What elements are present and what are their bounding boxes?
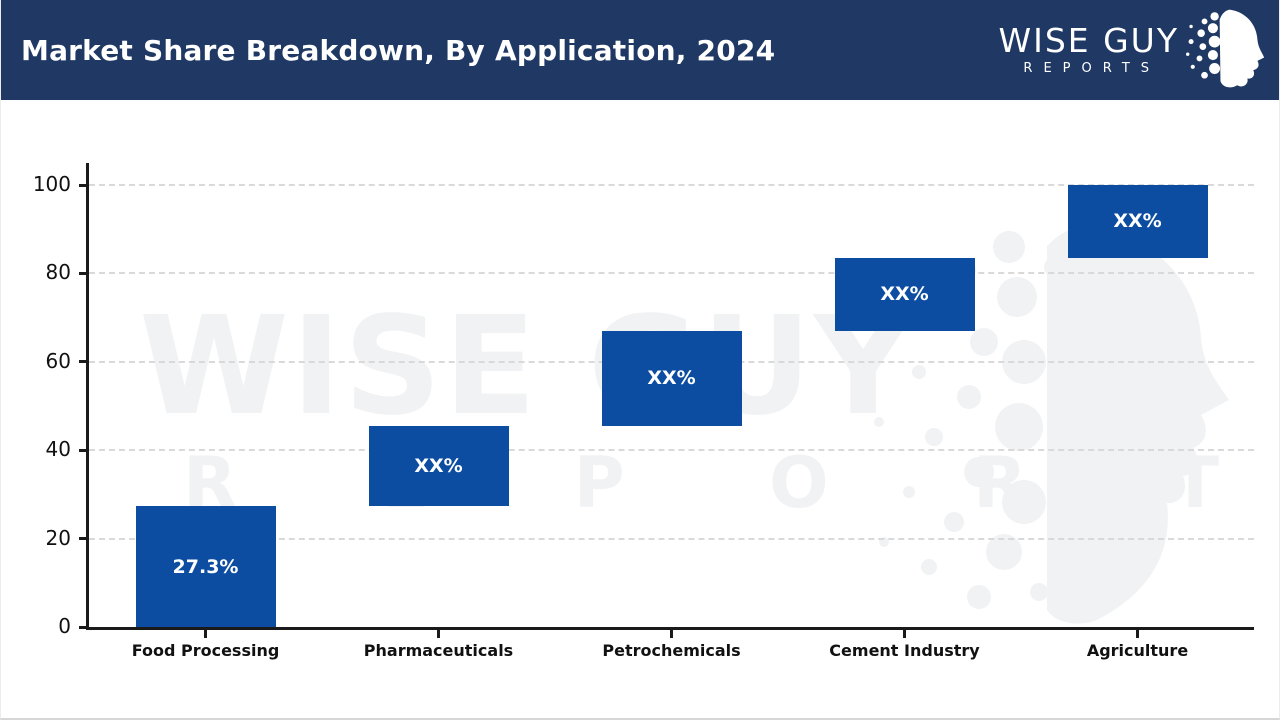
watermark-wordmark: WISE GUY xyxy=(139,288,915,446)
bar-value-label: XX% xyxy=(1113,210,1162,233)
bar-value-label: XX% xyxy=(880,283,929,306)
x-tick-mark xyxy=(1136,630,1139,638)
y-axis-line xyxy=(86,163,89,630)
y-tick-mark xyxy=(79,271,89,275)
gridline-20 xyxy=(89,537,1254,540)
x-axis-label: Food Processing xyxy=(131,641,280,660)
chart-title: Market Share Breakdown, By Application, … xyxy=(21,33,776,67)
x-axis-line xyxy=(86,627,1254,630)
x-axis-label: Pharmaceuticals xyxy=(363,641,514,660)
logo-subtext: REPORTS xyxy=(1023,60,1161,76)
gridline-40 xyxy=(89,449,1254,452)
bar-pharmaceuticals: XX% xyxy=(368,425,509,507)
x-tick-mark xyxy=(204,630,207,638)
bar-value-label: XX% xyxy=(414,455,463,478)
gridline-100 xyxy=(89,184,1254,186)
x-tick-mark xyxy=(670,630,673,638)
x-tick-mark xyxy=(903,630,906,638)
y-tick-label: 40 xyxy=(45,437,71,462)
gridline-80 xyxy=(89,272,1254,275)
brand-logo-text: WISE GUY REPORTS xyxy=(998,24,1179,76)
bar-petrochemicals: XX% xyxy=(601,330,742,426)
y-tick-label: 100 xyxy=(32,172,71,196)
x-axis-label: Petrochemicals xyxy=(602,641,741,660)
logo-wordmark: WISE GUY xyxy=(998,21,1179,61)
y-tick-mark xyxy=(79,625,89,629)
header-bar: Market Share Breakdown, By Application, … xyxy=(1,0,1279,100)
bar-cement-industry: XX% xyxy=(834,257,975,331)
y-tick-mark xyxy=(79,183,89,187)
y-tick-mark xyxy=(79,360,89,364)
bar-agriculture: XX% xyxy=(1067,185,1208,258)
x-tick-mark xyxy=(437,630,440,638)
y-tick-label: 60 xyxy=(45,348,71,373)
y-tick-mark xyxy=(79,448,89,452)
logo-face-icon xyxy=(1186,9,1265,88)
x-axis-label: Cement Industry xyxy=(829,641,980,660)
brand-logo: WISE GUY REPORTS xyxy=(998,7,1265,93)
y-tick-label: 0 xyxy=(58,614,71,638)
bar-food-processing: 27.3% xyxy=(135,506,276,627)
y-tick-mark xyxy=(79,537,89,541)
bar-value-label: 27.3% xyxy=(172,555,239,578)
x-axis-label: Agriculture xyxy=(1086,641,1189,660)
y-tick-label: 80 xyxy=(45,260,71,285)
bar-value-label: XX% xyxy=(647,367,696,390)
y-tick-label: 20 xyxy=(45,525,71,550)
